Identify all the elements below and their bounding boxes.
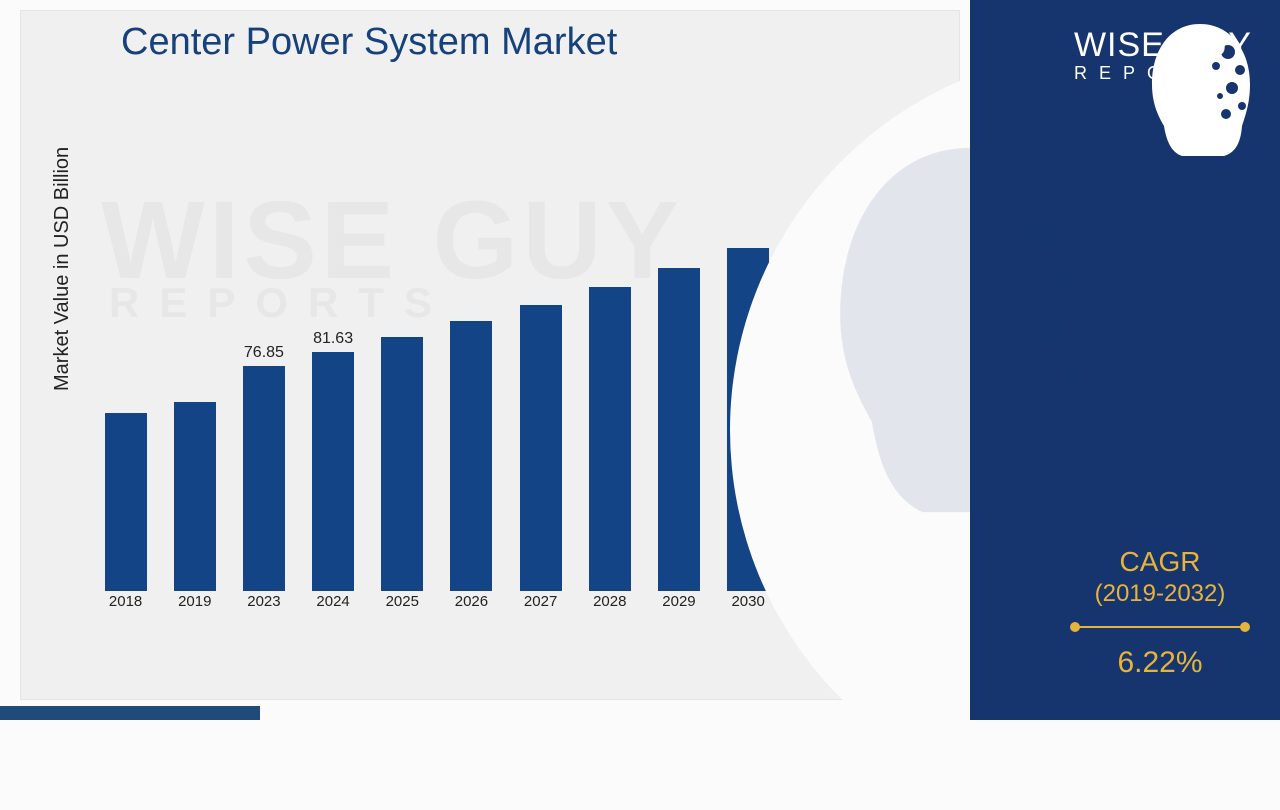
bar-group xyxy=(368,337,437,591)
bar-group xyxy=(91,413,160,591)
bottom-accent-bar xyxy=(0,706,260,720)
cagr-value: 6.22% xyxy=(1040,646,1280,680)
x-axis-tick: 2024 xyxy=(299,593,368,610)
cagr-block: CAGR (2019-2032) 6.22% xyxy=(1040,546,1280,680)
logo-main-text: WISE GUY xyxy=(1074,26,1252,65)
bar xyxy=(243,366,285,591)
bar-group: 76.85 xyxy=(229,366,298,591)
bar xyxy=(105,413,147,591)
bar xyxy=(174,402,216,591)
bar-value-label: 76.85 xyxy=(244,344,284,362)
chart-title: Center Power System Market xyxy=(121,21,617,64)
right-panel-content: WISE GUY REPORTS CAGR (2019-2032) 6.22% xyxy=(970,0,1280,720)
bar xyxy=(520,305,562,591)
cagr-years: (2019-2032) xyxy=(1040,580,1280,608)
logo-sub-text: REPORTS xyxy=(1074,63,1252,84)
x-axis-tick: 2026 xyxy=(437,593,506,610)
cagr-divider xyxy=(1075,626,1245,628)
bar xyxy=(589,287,631,591)
x-axis-tick: 2019 xyxy=(160,593,229,610)
bar xyxy=(381,337,423,591)
logo: WISE GUY REPORTS xyxy=(1074,26,1252,84)
bar-group xyxy=(437,321,506,591)
x-axis-tick: 2025 xyxy=(368,593,437,610)
bar xyxy=(450,321,492,591)
x-axis-tick: 2023 xyxy=(229,593,298,610)
bar-group: 81.63 xyxy=(299,352,368,591)
x-axis-tick: 2028 xyxy=(575,593,644,610)
bar-group xyxy=(160,402,229,591)
bar xyxy=(312,352,354,591)
x-axis-tick: 2027 xyxy=(506,593,575,610)
y-axis-label: Market Value in USD Billion xyxy=(51,147,74,391)
bar-group xyxy=(575,287,644,591)
x-axis-tick: 2029 xyxy=(644,593,713,610)
cagr-title: CAGR xyxy=(1040,546,1280,578)
x-axis-tick: 2018 xyxy=(91,593,160,610)
bar-value-label: 81.63 xyxy=(313,330,353,348)
bar-group xyxy=(506,305,575,591)
bar xyxy=(658,268,700,591)
bar-group xyxy=(644,268,713,591)
